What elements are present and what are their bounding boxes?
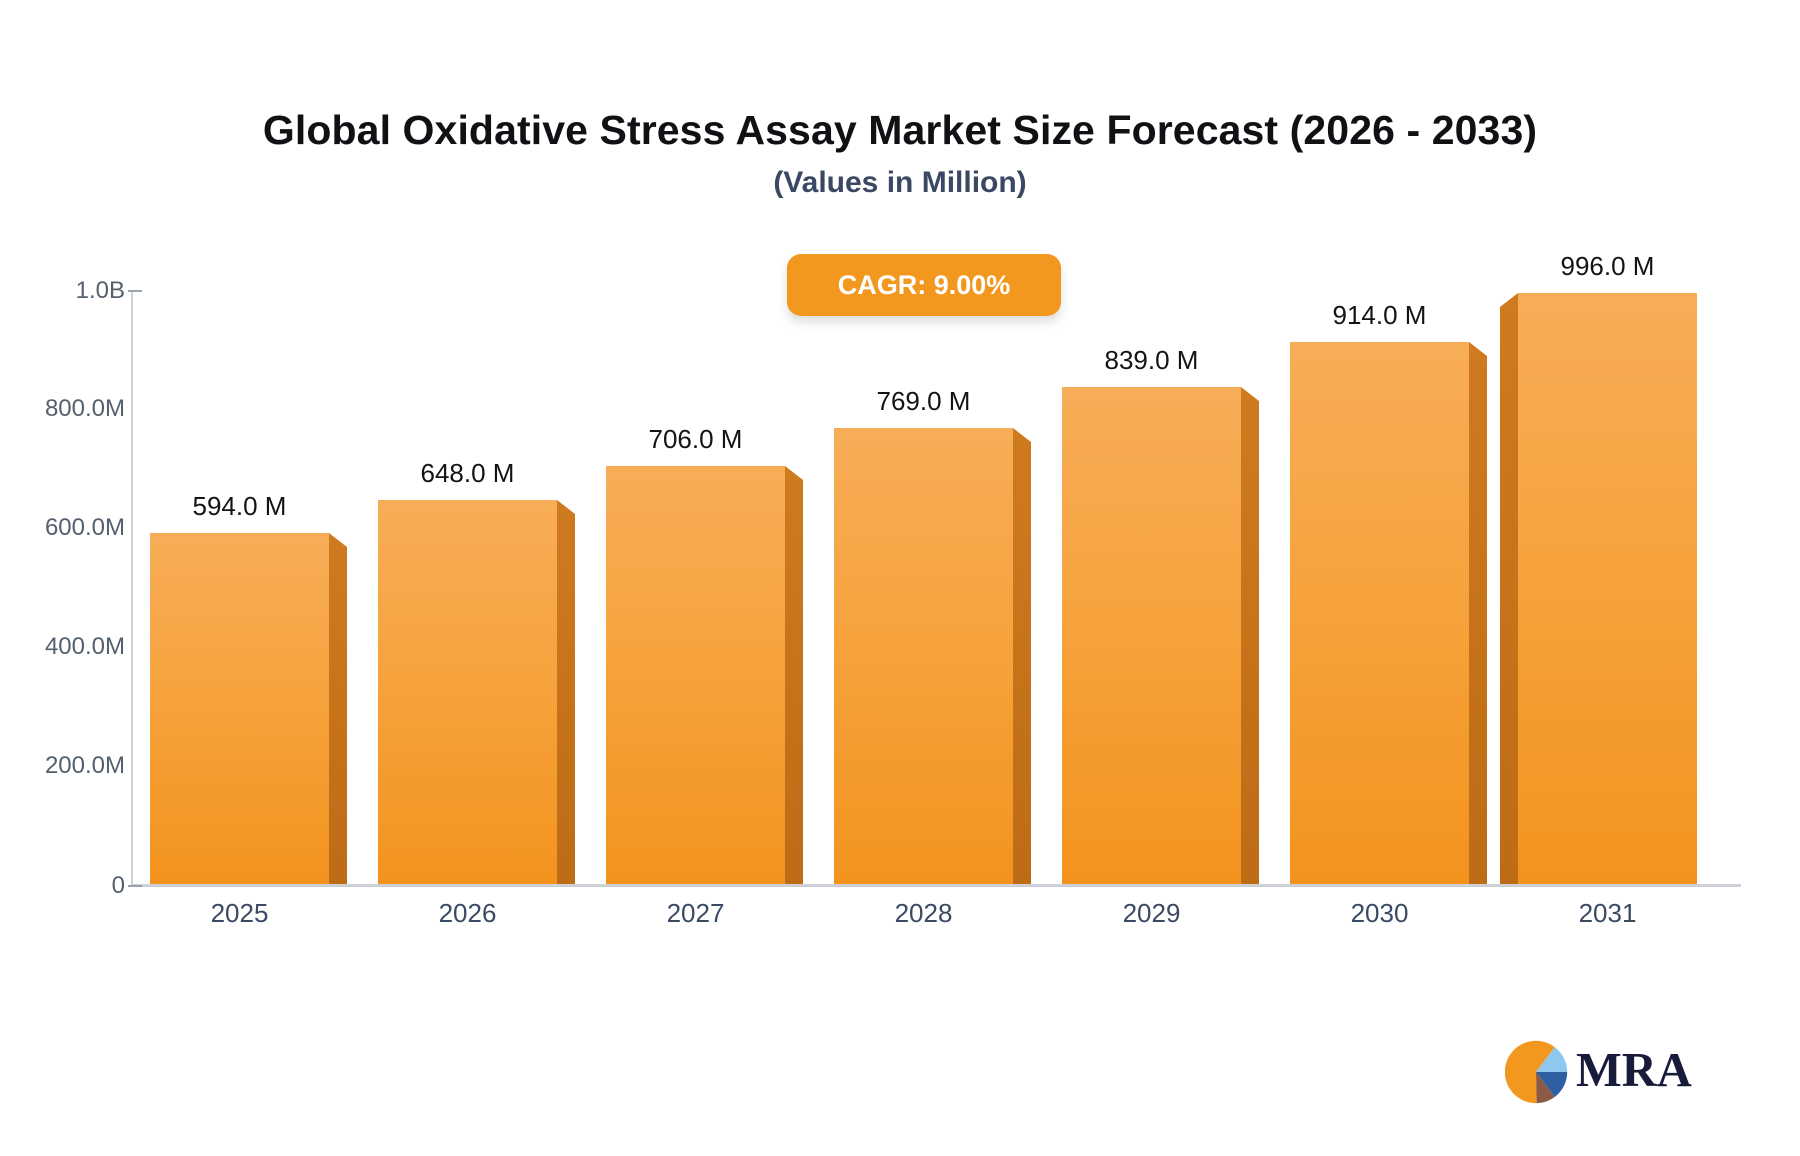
svg-text:MRA: MRA	[1576, 1044, 1692, 1097]
